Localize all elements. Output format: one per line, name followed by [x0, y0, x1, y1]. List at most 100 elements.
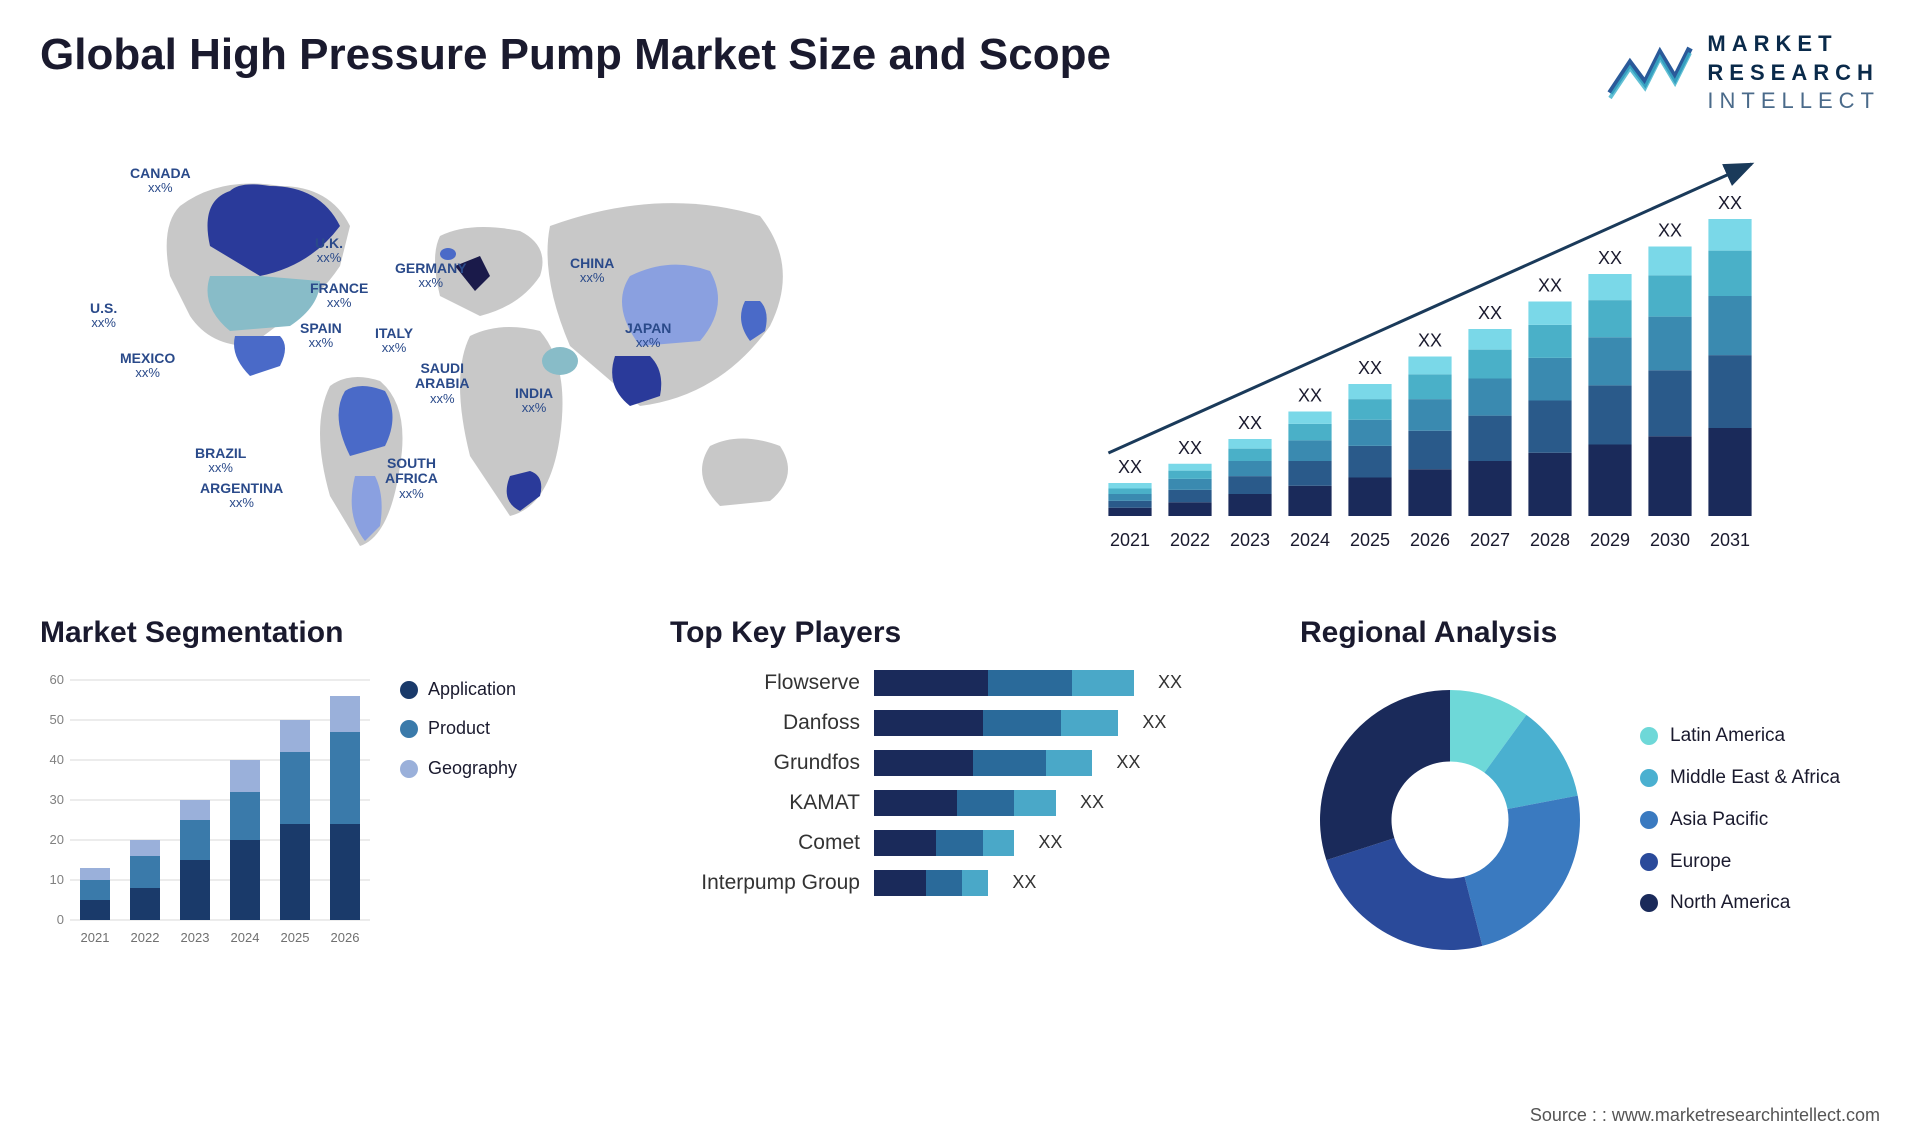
growth-x-label: 2022	[1170, 530, 1210, 550]
player-value: XX	[1012, 872, 1036, 893]
swatch	[400, 720, 418, 738]
seg-x-label: 2021	[81, 930, 110, 945]
swatch	[400, 760, 418, 778]
growth-bar-segment	[1348, 399, 1391, 420]
growth-bar-segment	[1228, 439, 1271, 449]
player-name: Danfoss	[670, 711, 860, 735]
swatch	[400, 681, 418, 699]
player-row: GrundfosXX	[670, 750, 1250, 776]
map-label: FRANCExx%	[310, 281, 368, 311]
growth-bar-segment	[1588, 300, 1631, 337]
player-row: DanfossXX	[670, 710, 1250, 736]
player-bar-segment	[1061, 710, 1118, 736]
seg-bar-segment	[230, 840, 260, 920]
segmentation-svg: 0102030405060202120222023202420252026	[40, 670, 380, 950]
growth-bar-segment	[1288, 486, 1331, 516]
seg-bar-segment	[330, 732, 360, 824]
map-label: MEXICOxx%	[120, 351, 175, 381]
seg-x-label: 2024	[231, 930, 260, 945]
source-label: Source : : www.marketresearchintellect.c…	[1530, 1105, 1880, 1126]
player-bar-segment	[983, 710, 1061, 736]
growth-x-label: 2026	[1410, 530, 1450, 550]
player-bar-segment	[874, 830, 936, 856]
regional-legend-label: Europe	[1670, 841, 1731, 883]
player-bar	[874, 790, 1056, 816]
growth-bar-segment	[1588, 274, 1631, 300]
growth-bar-label: XX	[1298, 385, 1322, 405]
seg-x-label: 2026	[331, 930, 360, 945]
player-bar-segment	[874, 870, 926, 896]
growth-bar-segment	[1708, 296, 1751, 355]
player-bar-segment	[1046, 750, 1093, 776]
growth-bar-segment	[1588, 385, 1631, 444]
player-row: Interpump GroupXX	[670, 870, 1250, 896]
seg-legend-item: Application	[400, 670, 517, 710]
growth-bar-segment	[1288, 424, 1331, 441]
seg-legend-label: Application	[428, 670, 516, 710]
seg-y-tick: 30	[50, 792, 64, 807]
seg-bar-segment	[130, 840, 160, 856]
seg-bar-segment	[280, 720, 310, 752]
world-map-panel: CANADAxx%U.S.xx%MEXICOxx%BRAZILxx%ARGENT…	[40, 146, 940, 566]
growth-bar-segment	[1348, 420, 1391, 446]
growth-bar-segment	[1108, 483, 1151, 489]
seg-bar-segment	[180, 800, 210, 820]
growth-bar-segment	[1408, 356, 1451, 374]
regional-legend-item: North America	[1640, 882, 1840, 924]
seg-bar-segment	[180, 820, 210, 860]
map-label: U.S.xx%	[90, 301, 117, 331]
growth-bar-segment	[1228, 476, 1271, 494]
seg-legend-item: Product	[400, 709, 517, 749]
seg-bar-segment	[80, 868, 110, 880]
seg-y-tick: 50	[50, 712, 64, 727]
growth-bar-segment	[1108, 501, 1151, 508]
growth-bar-segment	[1528, 325, 1571, 358]
page-title: Global High Pressure Pump Market Size an…	[40, 30, 1111, 80]
player-bar	[874, 750, 1092, 776]
growth-bar-segment	[1528, 453, 1571, 516]
seg-bar-segment	[330, 696, 360, 732]
seg-y-tick: 10	[50, 872, 64, 887]
map-label: CANADAxx%	[130, 166, 191, 196]
map-label: SAUDIARABIAxx%	[415, 361, 469, 406]
logo-line3: INTELLECT	[1707, 87, 1880, 116]
players-panel: Top Key Players FlowserveXXDanfossXXGrun…	[670, 616, 1250, 970]
seg-x-label: 2025	[281, 930, 310, 945]
player-name: KAMAT	[670, 791, 860, 815]
seg-legend-label: Geography	[428, 749, 517, 789]
regional-legend-item: Middle East & Africa	[1640, 757, 1840, 799]
regional-legend-item: Latin America	[1640, 715, 1840, 757]
player-bar-segment	[1072, 670, 1134, 696]
top-row: CANADAxx%U.S.xx%MEXICOxx%BRAZILxx%ARGENT…	[40, 146, 1880, 566]
seg-bar-segment	[130, 856, 160, 888]
map-label: GERMANYxx%	[395, 261, 467, 291]
player-bar-segment	[988, 670, 1071, 696]
growth-bar-segment	[1168, 502, 1211, 516]
growth-bar-segment	[1528, 358, 1571, 401]
growth-bar-segment	[1168, 490, 1211, 502]
swatch	[1640, 894, 1658, 912]
seg-bar-segment	[230, 760, 260, 792]
logo-line1: MARKET	[1707, 30, 1880, 59]
bottom-row: Market Segmentation 01020304050602021202…	[40, 616, 1880, 970]
logo-line2: RESEARCH	[1707, 59, 1880, 88]
growth-bar-label: XX	[1358, 358, 1382, 378]
growth-bar-segment	[1168, 470, 1211, 478]
logo-icon	[1605, 38, 1695, 108]
growth-bar-segment	[1168, 464, 1211, 471]
growth-chart-panel: XX2021XX2022XX2023XX2024XX2025XX2026XX20…	[980, 146, 1880, 566]
growth-bar-segment	[1708, 219, 1751, 251]
regional-legend-label: Latin America	[1670, 715, 1785, 757]
player-name: Comet	[670, 831, 860, 855]
segmentation-legend: ApplicationProductGeography	[400, 670, 517, 950]
growth-bar-segment	[1648, 316, 1691, 370]
growth-bar-label: XX	[1418, 330, 1442, 350]
player-value: XX	[1080, 792, 1104, 813]
growth-bar-segment	[1528, 400, 1571, 452]
seg-y-tick: 40	[50, 752, 64, 767]
player-row: KAMAT XX	[670, 790, 1250, 816]
seg-x-label: 2022	[131, 930, 160, 945]
donut-slice	[1326, 838, 1482, 950]
logo-text: MARKET RESEARCH INTELLECT	[1707, 30, 1880, 116]
donut-wrap	[1300, 670, 1600, 970]
